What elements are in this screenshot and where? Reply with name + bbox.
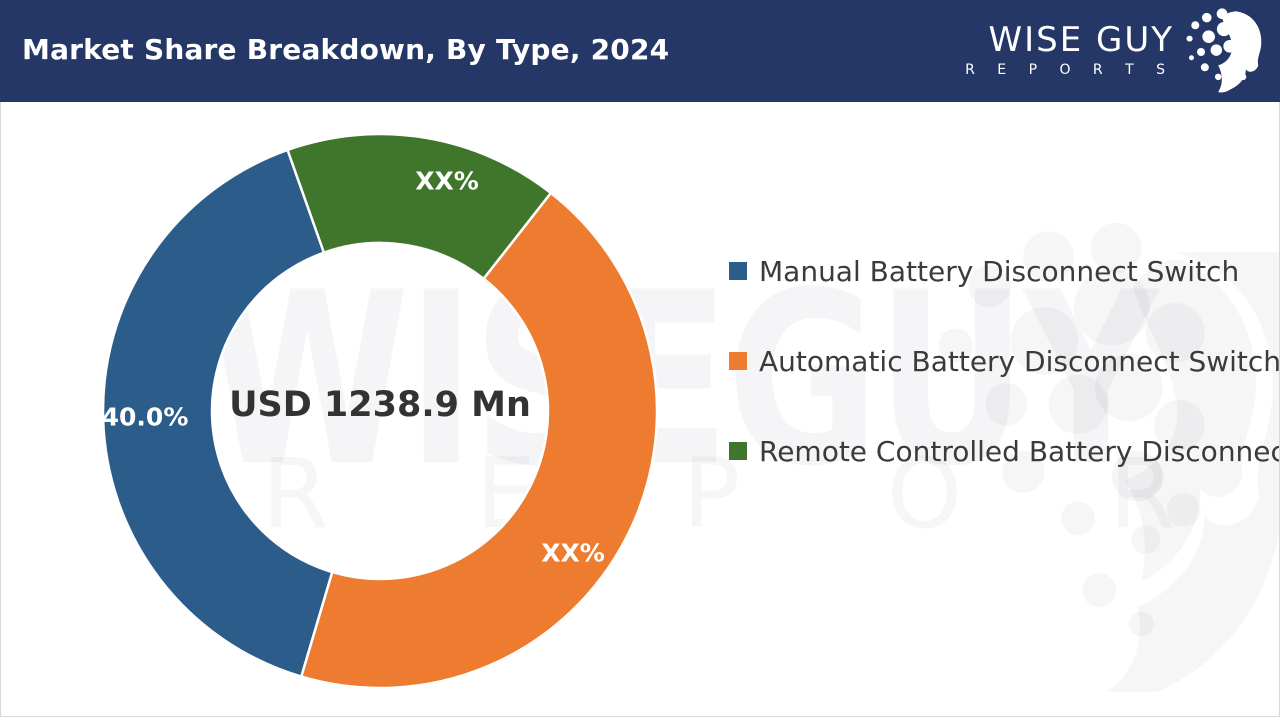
legend-item-0: Manual Battery Disconnect Switch bbox=[729, 226, 1280, 316]
legend-label-2: Remote Controlled Battery Disconnect Swi… bbox=[759, 434, 1280, 468]
watermark-face-icon bbox=[938, 222, 1280, 692]
donut-slice-2 bbox=[286, 132, 553, 281]
legend-swatch-2 bbox=[729, 442, 747, 460]
donut-slice-1 bbox=[300, 191, 659, 690]
logo-face-icon bbox=[1186, 8, 1262, 93]
donut-chart bbox=[101, 132, 659, 690]
slice-percent-label-0: 40.0% bbox=[101, 402, 189, 432]
page-title: Market Share Breakdown, By Type, 2024 bbox=[22, 33, 670, 66]
slice-percent-label-1: XX% bbox=[541, 538, 605, 568]
chart-legend: Manual Battery Disconnect Switch Automati… bbox=[729, 226, 1280, 496]
legend-label-0: Manual Battery Disconnect Switch bbox=[759, 254, 1240, 288]
slice-percent-label-2: XX% bbox=[415, 166, 479, 196]
legend-label-1: Automatic Battery Disconnect Switch bbox=[759, 344, 1280, 378]
donut-slice-0 bbox=[101, 148, 334, 678]
header-bar: Market Share Breakdown, By Type, 2024 WI… bbox=[0, 0, 1280, 102]
watermark-reports: R E P O R T S bbox=[262, 438, 1280, 550]
legend-swatch-1 bbox=[729, 352, 747, 370]
logo-wordmark: WISE GUY R E P O R T S bbox=[965, 20, 1174, 78]
wise-guy-logo: WISE GUY R E P O R T S bbox=[965, 6, 1266, 96]
legend-item-1: Automatic Battery Disconnect Switch bbox=[729, 316, 1280, 406]
logo-line1: WISE GUY bbox=[988, 20, 1174, 60]
chart-center-value: USD 1238.9 Mn bbox=[229, 385, 531, 425]
legend-item-2: Remote Controlled Battery Disconnect Swi… bbox=[729, 406, 1280, 496]
legend-swatch-0 bbox=[729, 262, 747, 280]
logo-line2: R E P O R T S bbox=[965, 62, 1174, 78]
